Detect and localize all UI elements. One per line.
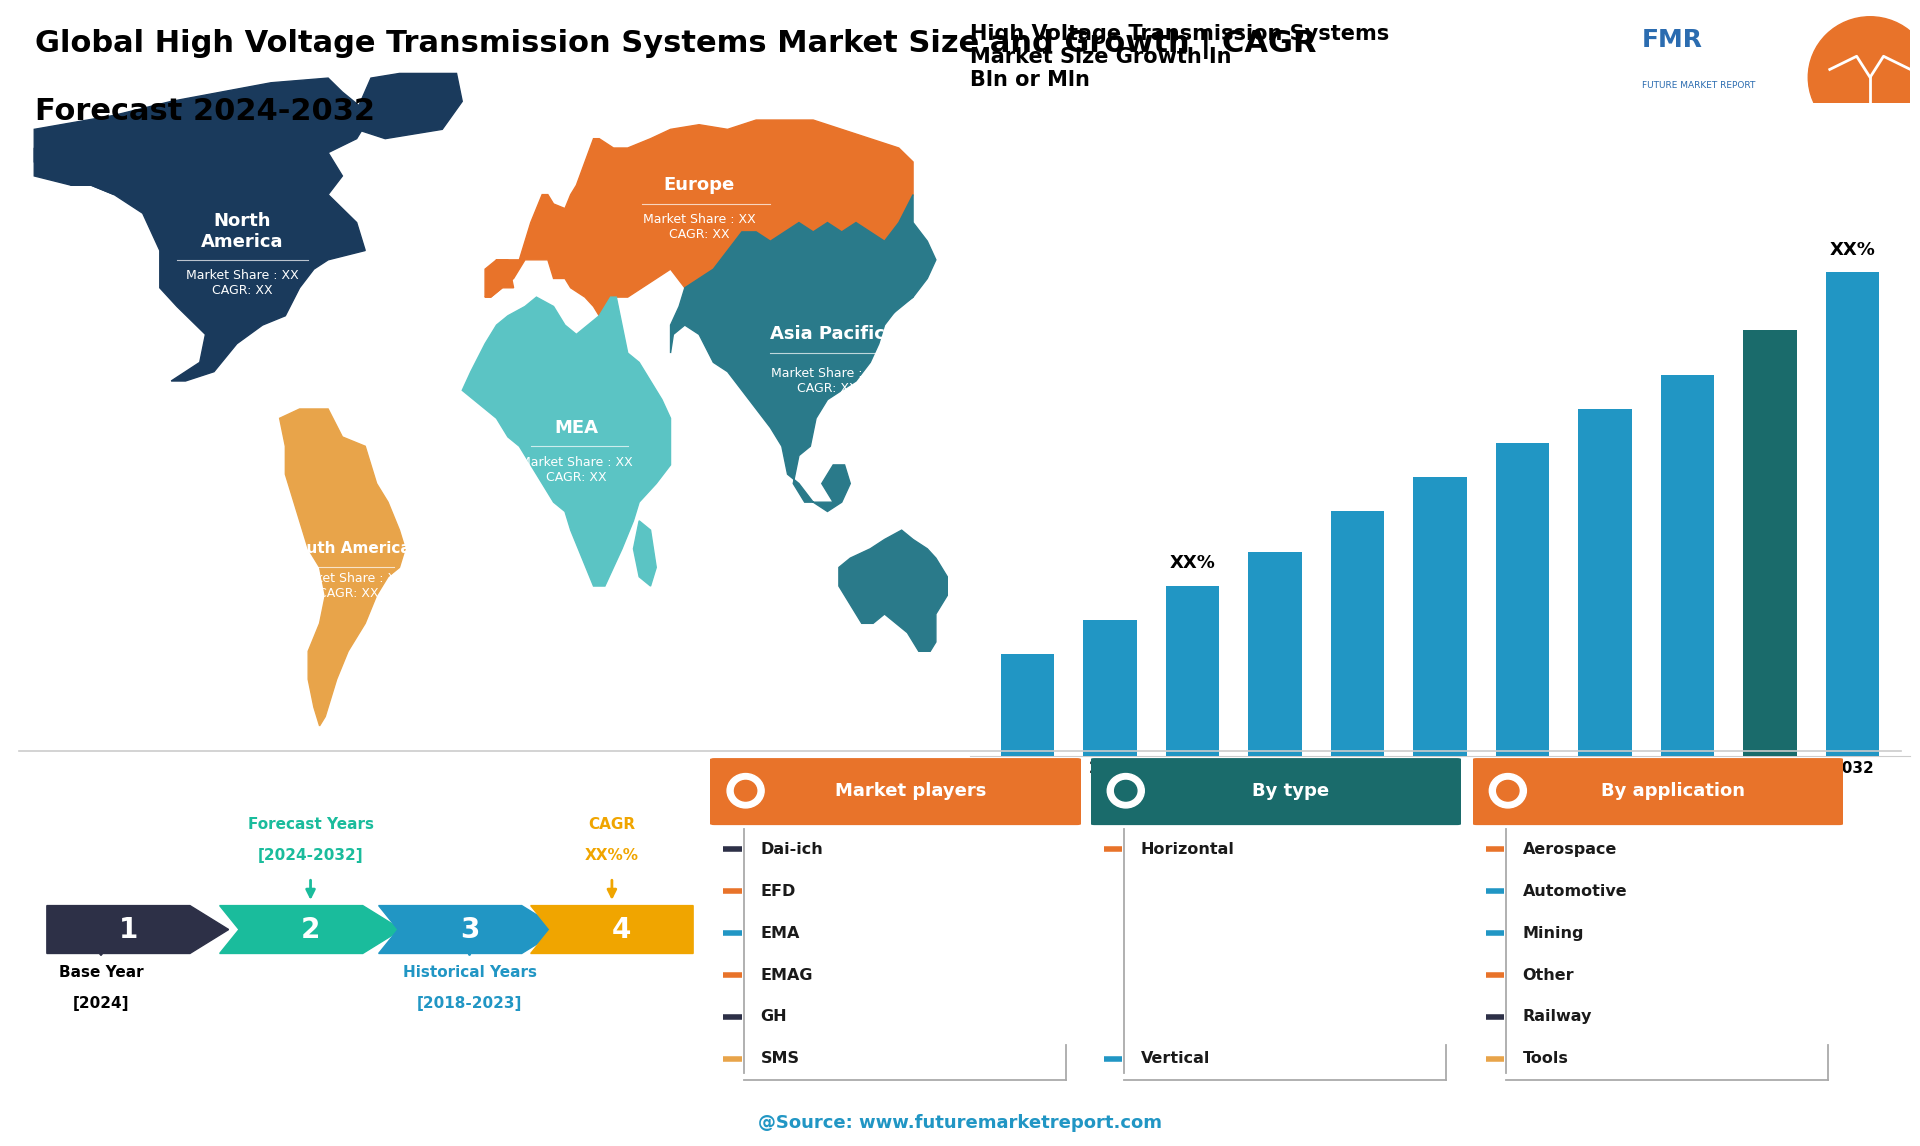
Text: GH: GH bbox=[760, 1010, 787, 1025]
Text: Vertical: Vertical bbox=[1140, 1051, 1210, 1067]
Text: [2024]: [2024] bbox=[73, 996, 129, 1011]
Text: 4: 4 bbox=[612, 916, 632, 943]
Text: EMAG: EMAG bbox=[760, 967, 812, 982]
Bar bbox=[1826, 273, 1880, 756]
Text: XX%: XX% bbox=[1169, 555, 1215, 572]
Text: Forecast Years: Forecast Years bbox=[248, 817, 374, 832]
Text: EMA: EMA bbox=[760, 926, 801, 941]
Text: Global High Voltage Transmission Systems Market Size and Growth | CAGR: Global High Voltage Transmission Systems… bbox=[35, 29, 1315, 58]
Polygon shape bbox=[670, 195, 935, 511]
Polygon shape bbox=[378, 905, 561, 953]
Text: [2024-2032]: [2024-2032] bbox=[257, 848, 363, 863]
Bar bbox=[1165, 586, 1219, 756]
Bar bbox=[1248, 552, 1302, 756]
Text: Market Share : XX
CAGR: XX: Market Share : XX CAGR: XX bbox=[186, 269, 300, 297]
Text: Market Share : XX
CAGR: XX: Market Share : XX CAGR: XX bbox=[643, 213, 755, 241]
Polygon shape bbox=[35, 148, 113, 195]
Text: EFD: EFD bbox=[760, 884, 795, 898]
Text: Tools: Tools bbox=[1523, 1051, 1569, 1067]
Text: Asia Pacific: Asia Pacific bbox=[770, 325, 885, 344]
Text: Market Share : XX
CAGR: XX: Market Share : XX CAGR: XX bbox=[520, 456, 634, 484]
Text: SMS: SMS bbox=[760, 1051, 799, 1067]
Circle shape bbox=[1809, 17, 1920, 138]
Text: @Source: www.futuremarketreport.com: @Source: www.futuremarketreport.com bbox=[758, 1114, 1162, 1132]
Text: XX%: XX% bbox=[1830, 241, 1876, 259]
Text: Railway: Railway bbox=[1523, 1010, 1592, 1025]
Bar bbox=[1743, 330, 1797, 756]
Text: FMR: FMR bbox=[1642, 29, 1703, 53]
Text: Automotive: Automotive bbox=[1523, 884, 1628, 898]
Text: Market Share : XX
CAGR: XX: Market Share : XX CAGR: XX bbox=[772, 367, 883, 395]
Bar bbox=[1000, 654, 1054, 756]
Text: 2: 2 bbox=[301, 916, 321, 943]
Text: [2018-2023]: [2018-2023] bbox=[417, 996, 522, 1011]
Circle shape bbox=[1498, 780, 1519, 801]
Text: 3: 3 bbox=[459, 916, 480, 943]
Bar bbox=[1578, 409, 1632, 756]
Text: MEA: MEA bbox=[555, 418, 599, 437]
Polygon shape bbox=[357, 73, 463, 139]
Polygon shape bbox=[998, 633, 1010, 670]
Polygon shape bbox=[885, 278, 914, 316]
Text: XX%%: XX%% bbox=[586, 848, 639, 863]
Bar bbox=[1413, 477, 1467, 756]
Text: By application: By application bbox=[1601, 782, 1745, 800]
Text: Other: Other bbox=[1523, 967, 1574, 982]
Text: North
America: North America bbox=[202, 212, 284, 251]
Text: FUTURE MARKET REPORT: FUTURE MARKET REPORT bbox=[1642, 80, 1755, 89]
Text: Dai-ich: Dai-ich bbox=[760, 841, 824, 857]
Text: Europe: Europe bbox=[664, 176, 735, 195]
Bar bbox=[1496, 442, 1549, 756]
Polygon shape bbox=[839, 531, 947, 651]
Polygon shape bbox=[280, 409, 405, 725]
Text: By type: By type bbox=[1252, 782, 1329, 800]
Text: Forecast 2024-2032: Forecast 2024-2032 bbox=[35, 97, 374, 126]
Text: Horizontal: Horizontal bbox=[1140, 841, 1235, 857]
Bar bbox=[1661, 375, 1715, 756]
Text: Market Share : XX
CAGR: XX: Market Share : XX CAGR: XX bbox=[292, 572, 405, 601]
Polygon shape bbox=[634, 520, 657, 586]
FancyBboxPatch shape bbox=[1087, 759, 1465, 825]
Text: CAGR: CAGR bbox=[588, 817, 636, 832]
Text: Base Year: Base Year bbox=[60, 965, 144, 980]
Circle shape bbox=[1490, 774, 1526, 808]
Bar bbox=[1083, 620, 1137, 756]
Polygon shape bbox=[219, 905, 401, 953]
Text: Market players: Market players bbox=[835, 782, 987, 800]
Circle shape bbox=[1108, 774, 1144, 808]
Polygon shape bbox=[463, 297, 670, 586]
Circle shape bbox=[728, 774, 764, 808]
FancyBboxPatch shape bbox=[1469, 759, 1847, 825]
Polygon shape bbox=[486, 120, 914, 316]
Polygon shape bbox=[486, 260, 515, 297]
Polygon shape bbox=[46, 905, 228, 953]
Polygon shape bbox=[530, 905, 693, 953]
Text: High Voltage Transmission Systems
Market Size Growth In
Bln or Mln: High Voltage Transmission Systems Market… bbox=[970, 24, 1388, 91]
Text: South America: South America bbox=[286, 541, 411, 556]
Text: 1: 1 bbox=[119, 916, 138, 943]
Polygon shape bbox=[35, 78, 371, 380]
Text: Historical Years: Historical Years bbox=[403, 965, 536, 980]
Circle shape bbox=[1116, 780, 1137, 801]
FancyBboxPatch shape bbox=[707, 759, 1085, 825]
Circle shape bbox=[735, 780, 756, 801]
Text: Mining: Mining bbox=[1523, 926, 1584, 941]
Text: Aerospace: Aerospace bbox=[1523, 841, 1617, 857]
Bar bbox=[1331, 511, 1384, 756]
